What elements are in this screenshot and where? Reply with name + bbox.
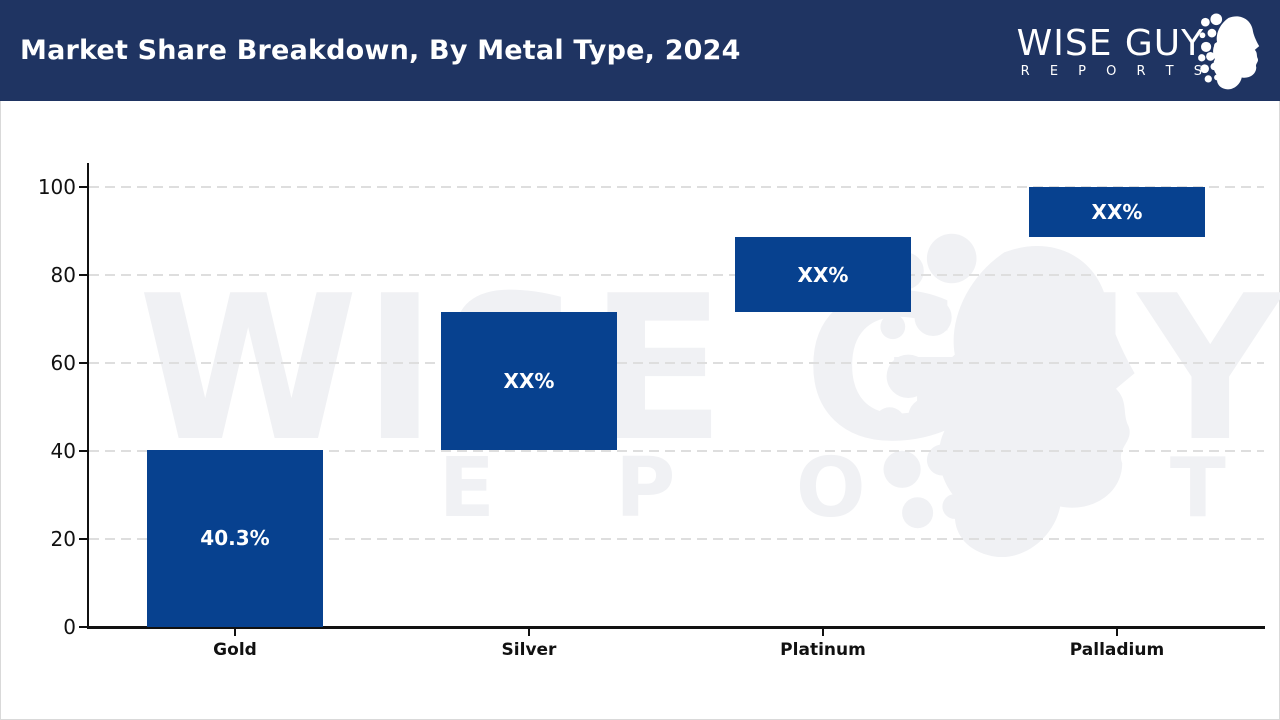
x-axis-tick-silver xyxy=(528,629,530,636)
x-axis-tick-platinum xyxy=(822,629,824,636)
y-axis-tick-0 xyxy=(79,626,87,628)
brand-logo-text: WISE GUY R E P O R T S xyxy=(1017,25,1210,79)
bar-palladium xyxy=(1029,186,1205,238)
bar-silver xyxy=(441,312,617,450)
bar-gold xyxy=(147,449,323,627)
x-axis-tick-palladium xyxy=(1116,629,1118,636)
y-axis-label-0: 0 xyxy=(63,615,76,639)
gridline-20 xyxy=(89,537,1264,540)
gridline-40 xyxy=(89,449,1264,452)
y-axis-label-20: 20 xyxy=(50,526,76,551)
wiseguy-head-icon xyxy=(1198,13,1260,90)
y-axis-tick-20 xyxy=(79,537,87,540)
bar-value-label-silver: XX% xyxy=(503,368,555,393)
x-axis-label-silver: Silver xyxy=(501,640,557,660)
bar-platinum xyxy=(735,237,911,313)
gridline-60 xyxy=(89,361,1264,364)
y-axis-label-100: 100 xyxy=(37,174,76,199)
brand-subname: R E P O R T S xyxy=(1020,63,1210,79)
x-axis-label-gold: Gold xyxy=(213,640,257,660)
y-axis-tick-100 xyxy=(79,185,87,188)
y-axis-tick-80 xyxy=(79,273,87,276)
x-axis-line xyxy=(87,626,1265,629)
brand-logo: WISE GUY R E P O R T S xyxy=(1017,10,1272,94)
y-axis-label-60: 60 xyxy=(50,350,76,375)
header-bar: Market Share Breakdown, By Metal Type, 2… xyxy=(0,0,1280,101)
y-axis-tick-60 xyxy=(79,361,87,364)
x-axis-tick-gold xyxy=(234,629,236,636)
y-axis-label-80: 80 xyxy=(50,262,76,287)
page-title: Market Share Breakdown, By Metal Type, 2… xyxy=(20,35,741,66)
y-axis-label-40: 40 xyxy=(50,438,76,463)
x-axis-label-platinum: Platinum xyxy=(780,640,866,660)
y-axis-tick-40 xyxy=(79,449,87,452)
y-axis-line xyxy=(87,163,89,629)
gridline-100 xyxy=(89,185,1264,188)
gridline-80 xyxy=(89,273,1264,276)
bar-value-label-gold: 40.3% xyxy=(200,526,270,551)
bar-value-label-palladium: XX% xyxy=(1091,200,1143,225)
bar-value-label-platinum: XX% xyxy=(797,262,849,287)
x-axis-label-palladium: Palladium xyxy=(1069,640,1165,660)
brand-name: WISE GUY xyxy=(1016,23,1205,65)
